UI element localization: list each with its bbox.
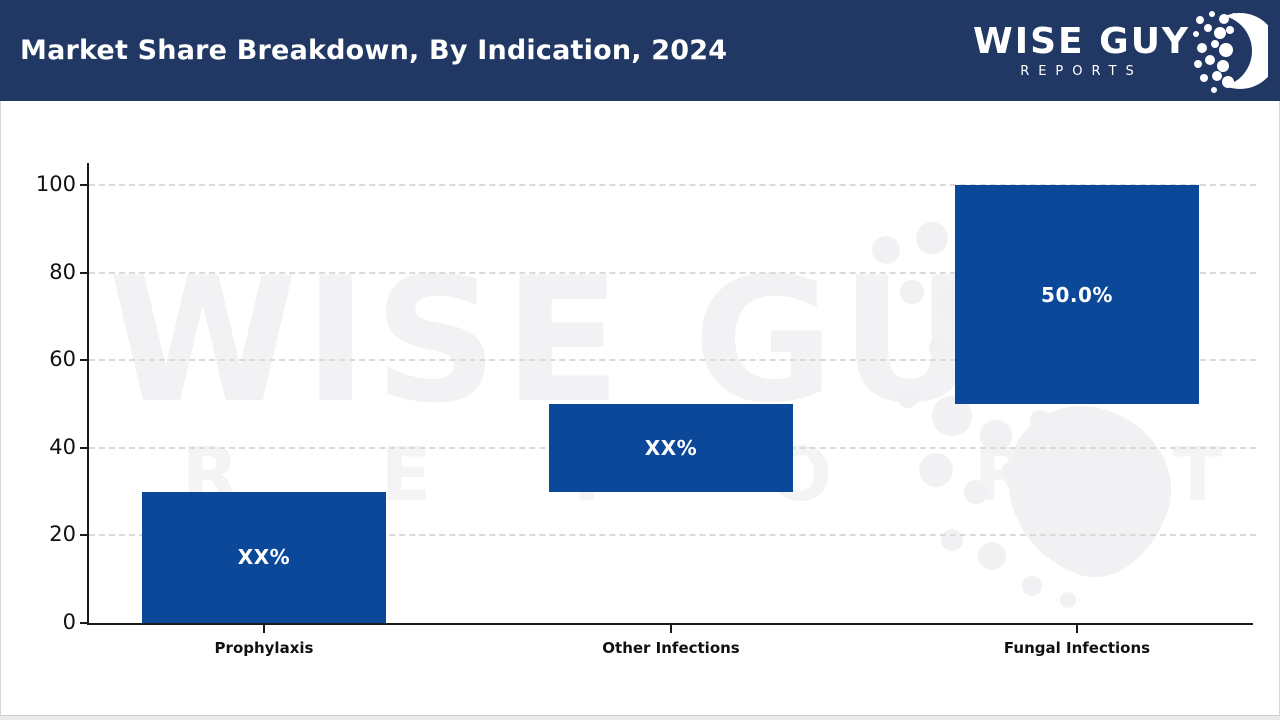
x-category-label: Other Infections bbox=[602, 639, 740, 657]
watermark-dot bbox=[980, 420, 1012, 452]
footer-strip bbox=[0, 715, 1280, 720]
watermark-dot bbox=[916, 222, 948, 254]
y-tick-mark bbox=[80, 534, 88, 537]
y-tick-label: 0 bbox=[62, 610, 76, 634]
y-tick-mark bbox=[80, 359, 88, 362]
bar-value-label: XX% bbox=[644, 435, 698, 460]
watermark-dot bbox=[964, 480, 988, 504]
y-tick-label: 20 bbox=[49, 522, 76, 547]
y-axis-line bbox=[87, 163, 89, 625]
y-tick-mark bbox=[80, 271, 88, 274]
y-tick-label: 80 bbox=[49, 259, 76, 284]
bar-fungal-infections: 50.0% bbox=[955, 185, 1199, 404]
x-category-label: Fungal Infections bbox=[1003, 639, 1151, 657]
watermark-dot bbox=[1030, 410, 1050, 430]
bar-value-label: XX% bbox=[237, 545, 291, 570]
x-category-label: Prophylaxis bbox=[214, 639, 314, 657]
logo-brand-text: WISE GUY bbox=[972, 21, 1190, 62]
y-tick-label: 100 bbox=[35, 172, 76, 196]
bar-value-label: 50.0% bbox=[1041, 282, 1113, 307]
x-tick-mark bbox=[670, 625, 672, 633]
header-bar: Market Share Breakdown, By Indication, 2… bbox=[0, 0, 1280, 101]
watermark-dot bbox=[900, 280, 924, 304]
y-tick-mark bbox=[80, 446, 88, 449]
watermark-dot bbox=[1060, 592, 1076, 608]
bar-other-infections: XX% bbox=[549, 404, 793, 492]
watermark-dot bbox=[919, 453, 953, 487]
y-tick-label: 40 bbox=[49, 434, 76, 459]
h-gridline bbox=[89, 359, 1256, 362]
h-gridline bbox=[89, 271, 1256, 274]
x-axis-line bbox=[87, 623, 1253, 625]
watermark-dot bbox=[1022, 576, 1042, 596]
wiseguy-logo: WISE GUY REPORTS bbox=[973, 6, 1268, 96]
h-gridline bbox=[89, 534, 1256, 537]
y-tick-mark bbox=[80, 184, 88, 186]
watermark-dot bbox=[941, 529, 963, 551]
bar-prophylaxis: XX% bbox=[142, 491, 386, 623]
x-tick-mark bbox=[263, 625, 265, 633]
logo-face-icon bbox=[1190, 11, 1268, 93]
logo-text: WISE GUY REPORTS bbox=[972, 21, 1190, 80]
page-title: Market Share Breakdown, By Indication, 2… bbox=[20, 35, 728, 66]
logo-sub-text: REPORTS bbox=[1020, 64, 1143, 79]
watermark-dot bbox=[929, 337, 951, 359]
watermark-dot bbox=[872, 236, 900, 264]
h-gridline bbox=[89, 184, 1256, 186]
y-tick-label: 60 bbox=[49, 347, 76, 372]
watermark-dot bbox=[1002, 462, 1018, 478]
watermark-dot bbox=[898, 388, 918, 408]
y-tick-mark bbox=[80, 622, 88, 624]
watermark-dot bbox=[978, 542, 1006, 570]
x-tick-mark bbox=[1076, 625, 1078, 633]
